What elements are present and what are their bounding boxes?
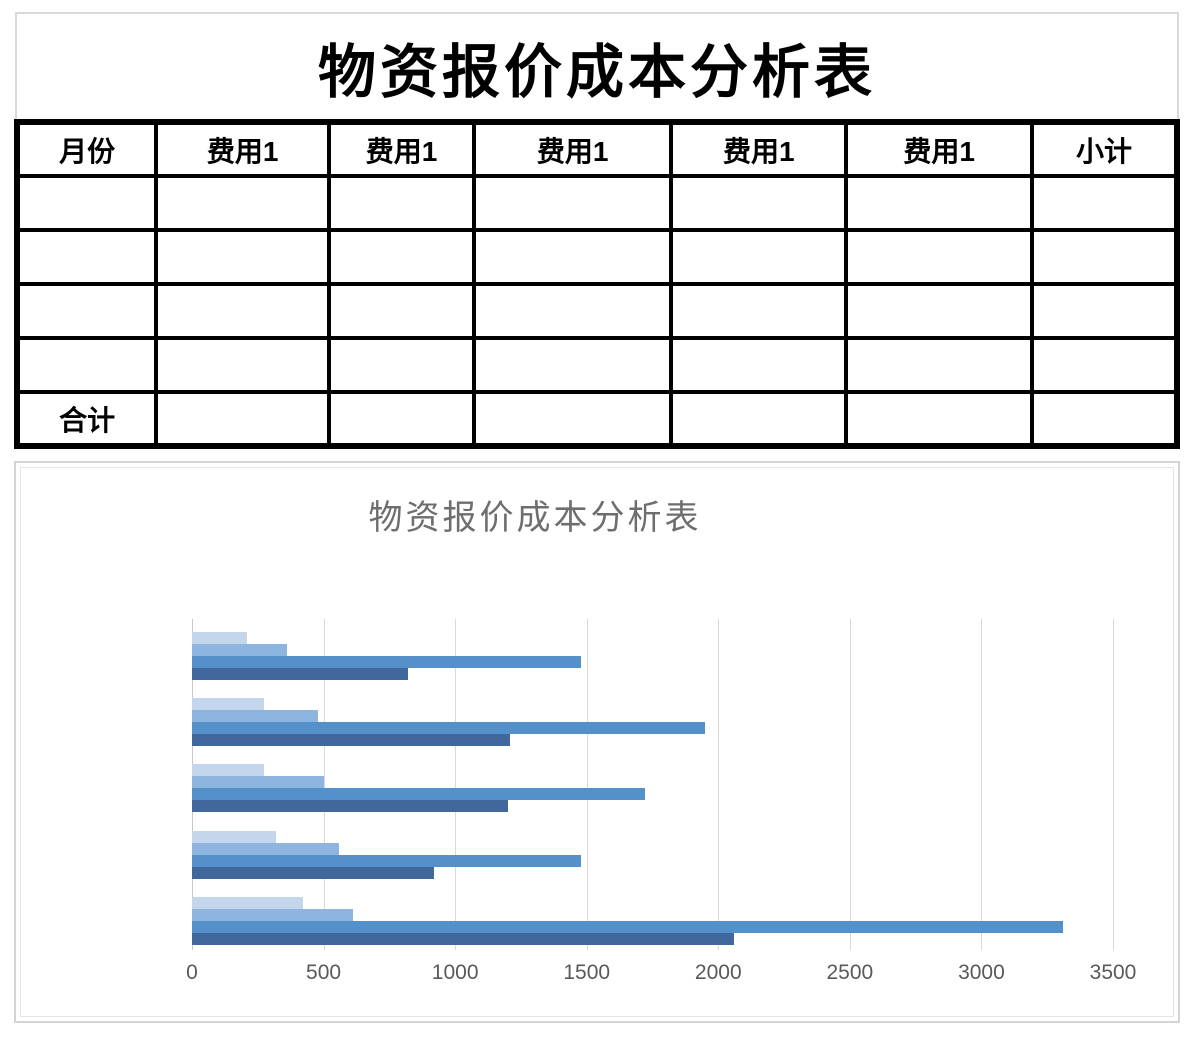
gridline	[1113, 619, 1114, 950]
table-cell[interactable]	[14, 228, 159, 286]
cost-analysis-table: 月份 费用1 费用1 费用1 费用1 费用1 小计 合计	[14, 119, 1180, 449]
table-header-cell[interactable]: 月份	[14, 120, 159, 178]
bar-light[interactable]	[192, 644, 287, 656]
x-axis-tick-label: 1000	[431, 961, 479, 984]
table-cell[interactable]	[327, 228, 477, 286]
table-cell[interactable]	[669, 174, 849, 232]
bar-light[interactable]	[192, 908, 353, 921]
x-axis-tick-label: 1500	[563, 961, 611, 984]
table-cell[interactable]	[472, 174, 674, 232]
bar-medium[interactable]	[192, 854, 582, 867]
table-cell[interactable]	[844, 174, 1034, 232]
table-cell[interactable]	[844, 282, 1034, 340]
table-cell[interactable]	[1029, 390, 1180, 448]
gridline	[323, 619, 325, 950]
bar-medium[interactable]	[192, 656, 582, 668]
bar-light[interactable]	[192, 842, 340, 855]
bar-dark[interactable]	[192, 734, 511, 747]
chart-area[interactable]: 物资报价成本分析表 0 500 1000 1500 2000 2500 3000 3500	[20, 467, 1174, 1017]
table-header-row: 月份 费用1 费用1 费用1 费用1 费用1 小计	[14, 120, 1180, 178]
table-header-cell[interactable]: 小计	[1029, 120, 1180, 178]
gridline	[455, 619, 457, 950]
bar-lightest[interactable]	[192, 764, 265, 777]
bar-dark[interactable]	[192, 800, 508, 813]
table-footer-label-cell[interactable]: 合计	[14, 390, 159, 448]
table-cell[interactable]	[669, 228, 849, 286]
table-cell[interactable]	[669, 336, 849, 394]
bar-lightest[interactable]	[192, 896, 303, 909]
chart-title: 物资报价成本分析表	[368, 498, 702, 538]
table-header-cell[interactable]: 费用1	[472, 120, 674, 178]
bar-medium[interactable]	[192, 788, 645, 801]
plot-area	[192, 619, 1114, 950]
table-cell[interactable]	[1029, 228, 1180, 286]
bar-group	[192, 751, 1113, 817]
table-cell[interactable]	[472, 282, 674, 340]
table-cell[interactable]	[327, 336, 477, 394]
sheet-title: 物资报价成本分析表	[317, 40, 876, 105]
bar-light[interactable]	[192, 710, 319, 723]
table-cell[interactable]	[844, 336, 1034, 394]
bar-medium[interactable]	[192, 920, 1063, 933]
table-row	[14, 282, 1180, 340]
table-header-cell[interactable]: 费用1	[327, 120, 477, 178]
x-axis-tick-label: 500	[306, 961, 342, 984]
table-row	[14, 228, 1180, 286]
x-axis-tick-label: 2500	[826, 961, 874, 984]
x-axis-tick-label: 0	[186, 961, 198, 984]
table-cell[interactable]	[472, 336, 674, 394]
chart-frame: 物资报价成本分析表 0 500 1000 1500 2000 2500 3000 3500	[14, 461, 1180, 1023]
table-cell[interactable]	[1029, 174, 1180, 232]
x-axis: 0 500 1000 1500 2000 2500 3000 3500	[186, 961, 1136, 987]
table-header-cell[interactable]: 费用1	[669, 120, 849, 178]
table-cell[interactable]	[154, 228, 332, 286]
x-axis-tick-label: 3500	[1089, 961, 1137, 984]
table-header-cell[interactable]: 费用1	[844, 120, 1034, 178]
bar-group	[192, 685, 1113, 751]
gridline	[981, 619, 983, 950]
bar-lightest[interactable]	[192, 830, 277, 843]
bar-dark[interactable]	[192, 932, 735, 945]
table-cell[interactable]	[327, 282, 477, 340]
bar-light[interactable]	[192, 776, 324, 789]
table-cell[interactable]	[154, 390, 332, 448]
table-cell[interactable]	[1029, 282, 1180, 340]
bar-group	[192, 884, 1113, 950]
bar-group	[192, 818, 1113, 884]
table-cell[interactable]	[154, 174, 332, 232]
gridline	[586, 619, 588, 950]
bar-lightest[interactable]	[192, 632, 248, 644]
table-cell[interactable]	[669, 390, 849, 448]
table-cell[interactable]	[154, 282, 332, 340]
table-cell[interactable]	[1029, 336, 1180, 394]
sheet-title-box: 物资报价成本分析表	[15, 12, 1179, 120]
table-cell[interactable]	[472, 390, 674, 448]
table-footer-row: 合计	[14, 390, 1180, 448]
bar-dark[interactable]	[192, 668, 408, 680]
table-cell[interactable]	[14, 174, 159, 232]
bar-group	[192, 619, 1113, 685]
table-cell[interactable]	[14, 336, 159, 394]
table-row	[14, 174, 1180, 232]
gridline	[718, 619, 720, 950]
x-axis-tick-label: 2000	[694, 961, 742, 984]
table-cell[interactable]	[327, 174, 477, 232]
table-cell[interactable]	[327, 390, 477, 448]
table-row	[14, 336, 1180, 394]
table-cell[interactable]	[154, 336, 332, 394]
table-cell[interactable]	[14, 282, 159, 340]
table-cell[interactable]	[844, 228, 1034, 286]
gridline	[849, 619, 851, 950]
table-header-cell[interactable]: 费用1	[154, 120, 332, 178]
table-cell[interactable]	[472, 228, 674, 286]
x-axis-tick-label: 3000	[958, 961, 1005, 984]
bar-dark[interactable]	[192, 866, 435, 879]
table-cell[interactable]	[844, 390, 1034, 448]
bar-medium[interactable]	[192, 722, 706, 735]
bar-lightest[interactable]	[192, 698, 265, 711]
table-cell[interactable]	[669, 282, 849, 340]
